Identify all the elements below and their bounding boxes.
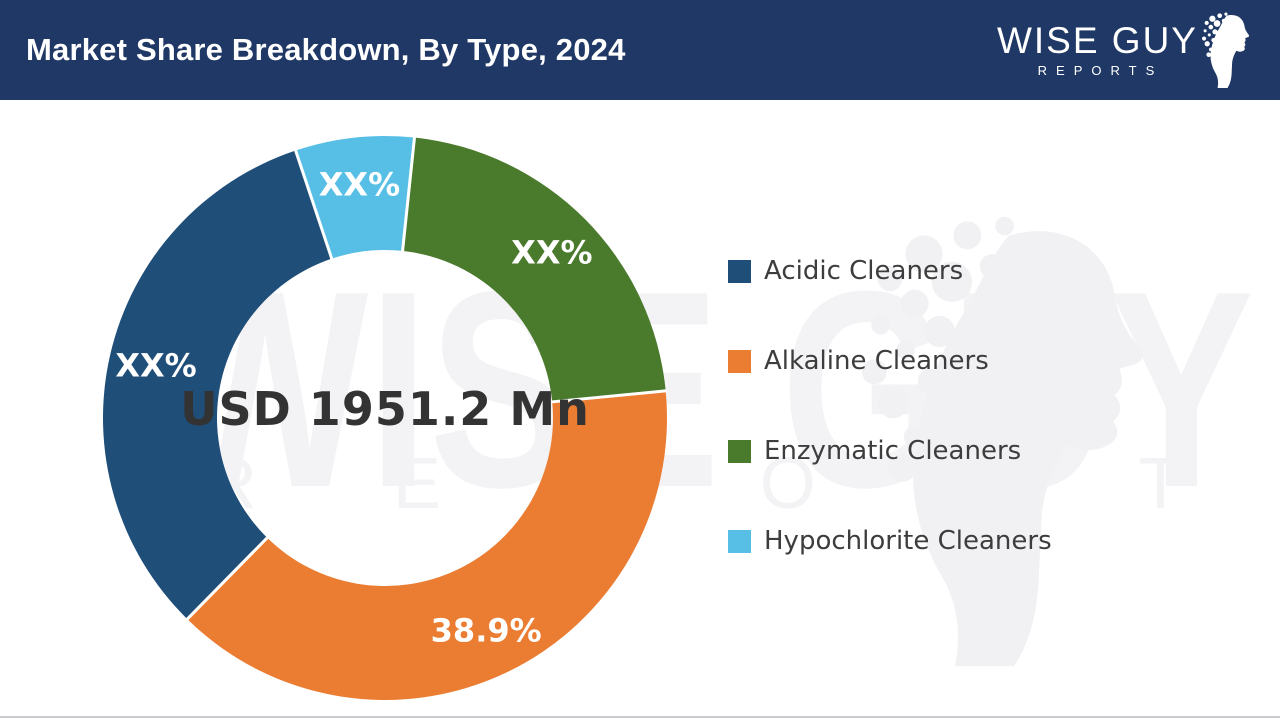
slice-separator (185, 536, 269, 621)
legend-label: Hypochlorite Cleaners (764, 526, 1052, 556)
page-title: Market Share Breakdown, By Type, 2024 (26, 32, 626, 67)
slice-value-label: XX% (115, 346, 196, 384)
slice-value-label: XX% (319, 166, 400, 204)
donut-slice-hypochlorite-cleaners (295, 136, 415, 259)
brand-face-icon (1202, 12, 1250, 88)
legend-item-acidic-cleaners: Acidic Cleaners (728, 246, 1052, 296)
donut-slice-acidic-cleaners (102, 150, 332, 620)
brand-name: WISE GUY (996, 20, 1198, 61)
bottom-divider (0, 716, 1280, 718)
legend-swatch (728, 529, 751, 553)
brand-subname: REPORTS (1037, 63, 1164, 78)
legend-label: Alkaline Cleaners (764, 346, 989, 376)
donut-center-value: USD 1951.2 Mn (180, 382, 590, 436)
legend-item-enzymatic-cleaners: Enzymatic Cleaners (728, 426, 1052, 476)
legend-swatch (728, 259, 751, 283)
legend-item-alkaline-cleaners: Alkaline Cleaners (728, 336, 1052, 386)
legend-label: Acidic Cleaners (764, 256, 964, 286)
header-bar: Market Share Breakdown, By Type, 2024 WI… (0, 0, 1280, 100)
slice-separator (400, 136, 417, 253)
legend-swatch (728, 439, 751, 463)
legend-swatch (728, 349, 751, 373)
slice-value-label: XX% (511, 234, 592, 272)
slice-value-label: 38.9% (431, 611, 542, 649)
brand-logo: WISE GUY REPORTS (997, 9, 1254, 91)
chart-legend: Acidic Cleaners Alkaline Cleaners Enzymati… (728, 246, 1052, 566)
slice-separator (293, 149, 334, 261)
brand-logo-text: WISE GUY REPORTS (997, 22, 1198, 78)
donut-slice-alkaline-cleaners (187, 390, 667, 700)
slice-separator (551, 389, 667, 404)
donut-slice-enzymatic-cleaners (402, 137, 666, 402)
legend-label: Enzymatic Cleaners (764, 436, 1022, 466)
legend-item-hypochlorite-cleaners: Hypochlorite Cleaners (728, 516, 1052, 566)
